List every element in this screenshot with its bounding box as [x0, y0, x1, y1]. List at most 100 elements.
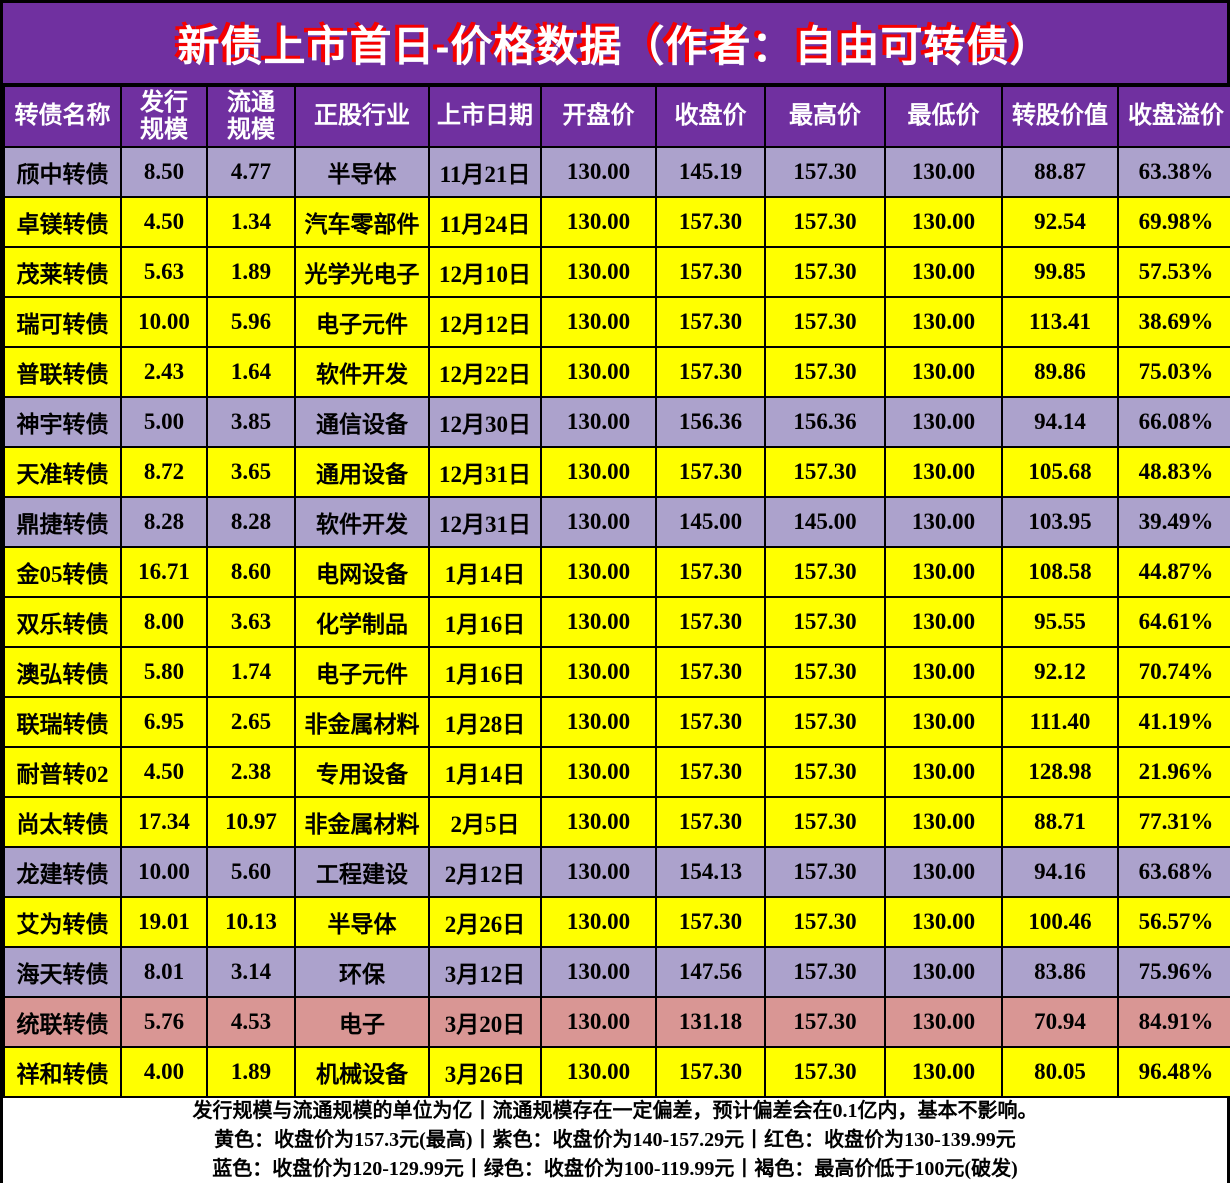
cell-close-premium: 69.98%: [1117, 196, 1230, 248]
cell-circulating-size: 4.77: [206, 146, 296, 198]
column-header-open-price: 开盘价: [540, 85, 657, 148]
cell-conversion-value: 99.85: [1001, 246, 1119, 298]
cell-close-premium: 41.19%: [1117, 696, 1230, 748]
cell-circulating-size: 1.74: [206, 646, 296, 698]
cell-high-price: 145.00: [764, 496, 886, 548]
cell-close-price: 157.30: [655, 296, 766, 348]
table-row: 祥和转债 4.00 1.89 机械设备 3月26日 130.00 157.30 157.30 1…: [3, 1046, 1230, 1098]
cell-issue-size: 10.00: [120, 296, 208, 348]
cell-circulating-size: 3.65: [206, 446, 296, 498]
cell-industry: 环保: [294, 946, 430, 998]
cell-close-premium: 44.87%: [1117, 546, 1230, 598]
cell-open-price: 130.00: [540, 346, 657, 398]
column-header-high-price: 最高价: [764, 85, 886, 148]
table-row: 瑞可转债 10.00 5.96 电子元件 12月12日 130.00 157.30 157.3…: [3, 296, 1230, 348]
cell-open-price: 130.00: [540, 446, 657, 498]
cell-list-date: 3月20日: [428, 996, 542, 1048]
cell-conversion-value: 70.94: [1001, 996, 1119, 1048]
cell-close-premium: 66.08%: [1117, 396, 1230, 448]
cell-list-date: 2月26日: [428, 896, 542, 948]
cell-bond-name: 艾为转债: [3, 896, 122, 948]
table-row: 金05转债 16.71 8.60 电网设备 1月14日 130.00 157.30 157.3…: [3, 546, 1230, 598]
cell-close-premium: 63.38%: [1117, 146, 1230, 198]
table-row: 天准转债 8.72 3.65 通用设备 12月31日 130.00 157.30 157.30…: [3, 446, 1230, 498]
cell-high-price: 157.30: [764, 896, 886, 948]
cell-industry: 化学制品: [294, 596, 430, 648]
cell-bond-name: 联瑞转债: [3, 696, 122, 748]
cell-high-price: 157.30: [764, 546, 886, 598]
cell-circulating-size: 1.89: [206, 1046, 296, 1098]
table-row: 海天转债 8.01 3.14 环保 3月12日 130.00 147.56 157.30 130…: [3, 946, 1230, 998]
cell-bond-name: 龙建转债: [3, 846, 122, 898]
cell-low-price: 130.00: [884, 996, 1003, 1048]
cell-close-premium: 56.57%: [1117, 896, 1230, 948]
cell-low-price: 130.00: [884, 446, 1003, 498]
cell-list-date: 12月31日: [428, 446, 542, 498]
cell-conversion-value: 95.55: [1001, 596, 1119, 648]
cell-industry: 非金属材料: [294, 796, 430, 848]
cell-issue-size: 4.00: [120, 1046, 208, 1098]
cell-close-premium: 21.96%: [1117, 746, 1230, 798]
cell-list-date: 2月5日: [428, 796, 542, 848]
cell-issue-size: 17.34: [120, 796, 208, 848]
cell-bond-name: 澳弘转债: [3, 646, 122, 698]
cell-open-price: 130.00: [540, 496, 657, 548]
cell-industry: 工程建设: [294, 846, 430, 898]
cell-issue-size: 5.00: [120, 396, 208, 448]
cell-industry: 通用设备: [294, 446, 430, 498]
cell-close-price: 157.30: [655, 696, 766, 748]
cell-bond-name: 卓镁转债: [3, 196, 122, 248]
cell-issue-size: 10.00: [120, 846, 208, 898]
cell-list-date: 3月26日: [428, 1046, 542, 1098]
cell-open-price: 130.00: [540, 146, 657, 198]
cell-high-price: 157.30: [764, 246, 886, 298]
cell-high-price: 157.30: [764, 846, 886, 898]
cell-list-date: 1月14日: [428, 546, 542, 598]
cell-close-price: 157.30: [655, 246, 766, 298]
cell-circulating-size: 2.38: [206, 746, 296, 798]
cell-low-price: 130.00: [884, 696, 1003, 748]
cell-conversion-value: 92.54: [1001, 196, 1119, 248]
cell-conversion-value: 88.87: [1001, 146, 1119, 198]
cell-conversion-value: 88.71: [1001, 796, 1119, 848]
cell-low-price: 130.00: [884, 746, 1003, 798]
cell-close-premium: 75.96%: [1117, 946, 1230, 998]
cell-circulating-size: 1.34: [206, 196, 296, 248]
table-row: 神宇转债 5.00 3.85 通信设备 12月30日 130.00 156.36 156.36…: [3, 396, 1230, 448]
cell-list-date: 12月30日: [428, 396, 542, 448]
cell-close-price: 157.30: [655, 746, 766, 798]
cell-low-price: 130.00: [884, 646, 1003, 698]
cell-high-price: 157.30: [764, 746, 886, 798]
cell-bond-name: 普联转债: [3, 346, 122, 398]
cell-low-price: 130.00: [884, 596, 1003, 648]
cell-conversion-value: 103.95: [1001, 496, 1119, 548]
cell-bond-name: 鼎捷转债: [3, 496, 122, 548]
cell-low-price: 130.00: [884, 396, 1003, 448]
column-header-industry: 正股行业: [294, 85, 430, 148]
cell-high-price: 157.30: [764, 296, 886, 348]
cell-list-date: 3月12日: [428, 946, 542, 998]
table-row: 颀中转债 8.50 4.77 半导体 11月21日 130.00 145.19 157.30 1…: [3, 146, 1230, 198]
cell-close-price: 145.19: [655, 146, 766, 198]
cell-list-date: 12月22日: [428, 346, 542, 398]
cell-open-price: 130.00: [540, 946, 657, 998]
cell-conversion-value: 89.86: [1001, 346, 1119, 398]
cell-industry: 非金属材料: [294, 696, 430, 748]
cell-industry: 汽车零部件: [294, 196, 430, 248]
cell-list-date: 11月21日: [428, 146, 542, 198]
cell-close-price: 157.30: [655, 446, 766, 498]
column-header-conversion-value: 转股价值: [1001, 85, 1119, 148]
cell-conversion-value: 94.14: [1001, 396, 1119, 448]
cell-close-premium: 57.53%: [1117, 246, 1230, 298]
cell-bond-name: 金05转债: [3, 546, 122, 598]
cell-bond-name: 瑞可转债: [3, 296, 122, 348]
cell-issue-size: 4.50: [120, 196, 208, 248]
column-header-list-date: 上市日期: [428, 85, 542, 148]
cell-circulating-size: 10.13: [206, 896, 296, 948]
cell-close-price: 157.30: [655, 1046, 766, 1098]
table-row: 卓镁转债 4.50 1.34 汽车零部件 11月24日 130.00 157.30 157.3…: [3, 196, 1230, 248]
cell-conversion-value: 108.58: [1001, 546, 1119, 598]
cell-issue-size: 5.76: [120, 996, 208, 1048]
cell-open-price: 130.00: [540, 846, 657, 898]
